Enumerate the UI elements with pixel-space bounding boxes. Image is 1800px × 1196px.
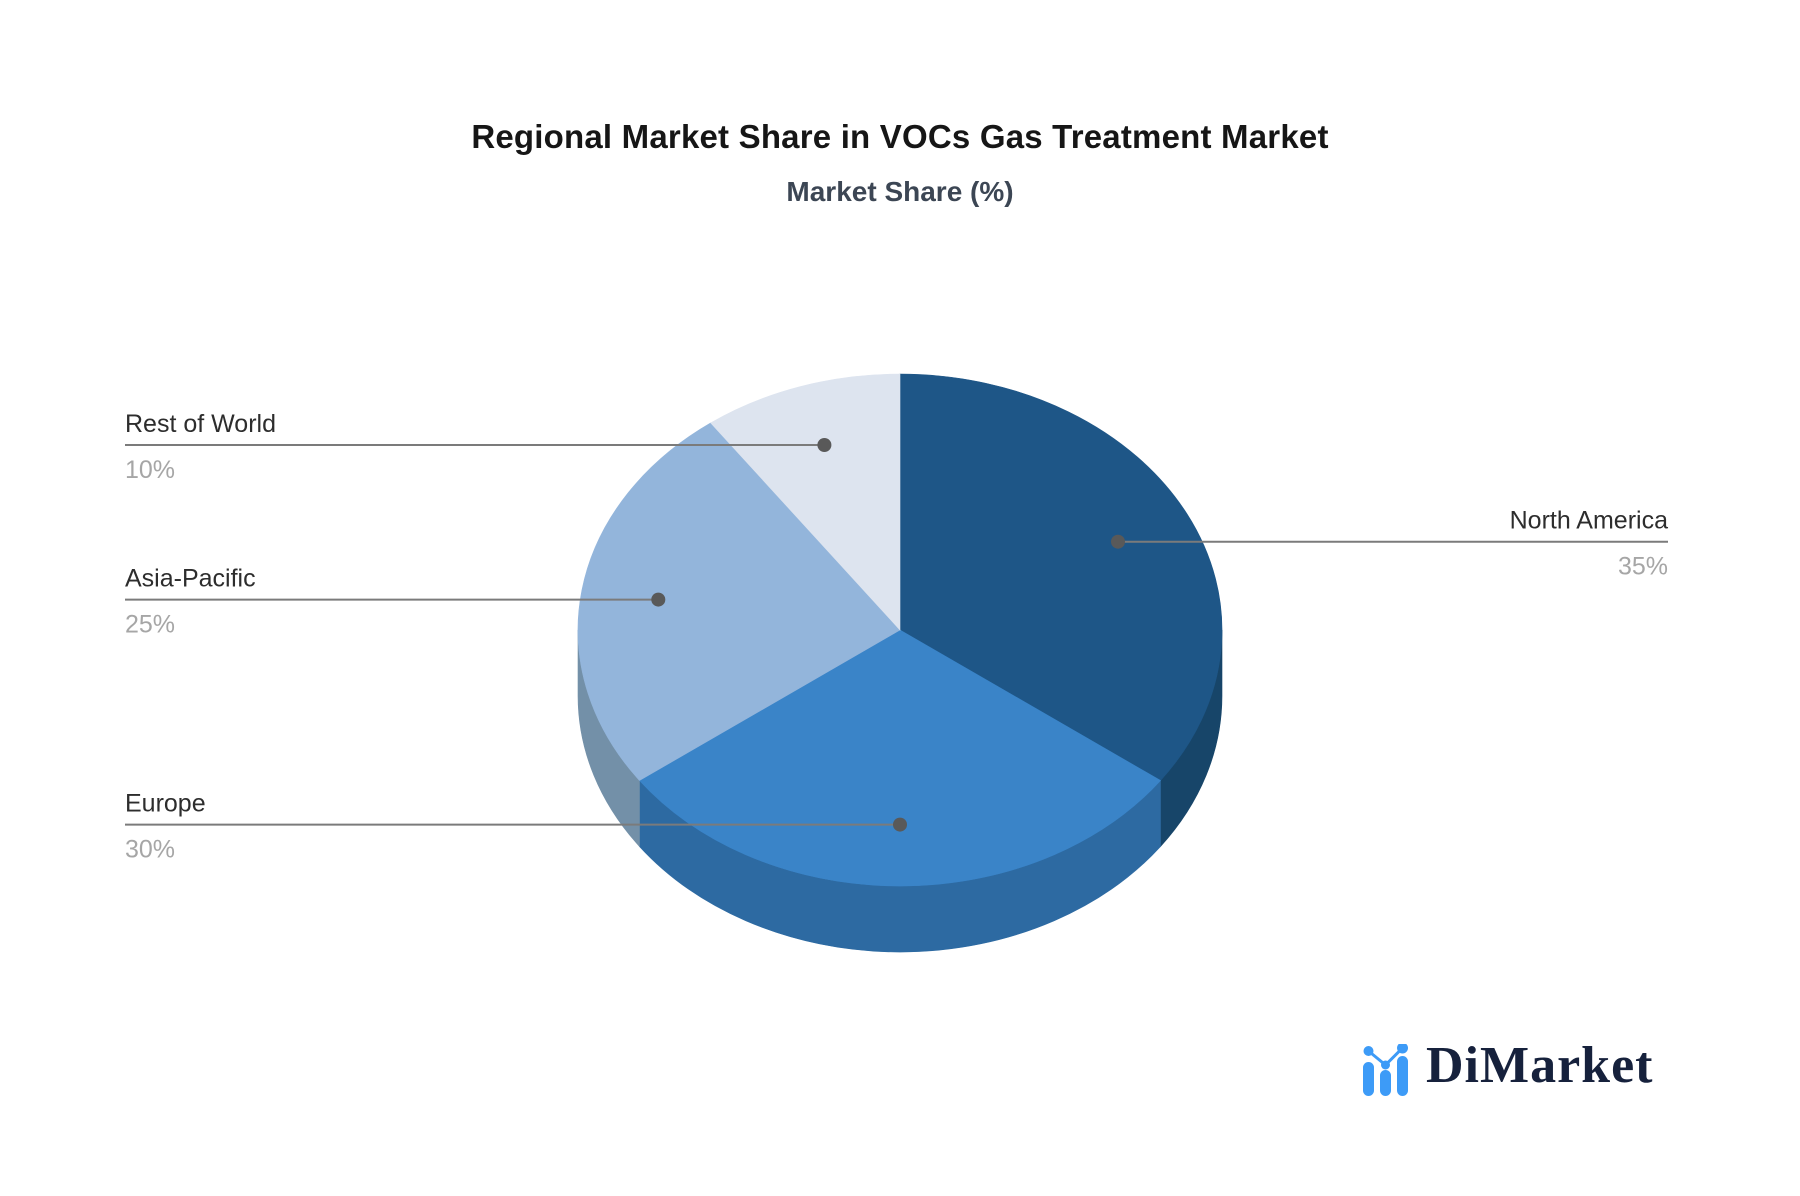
logo-text: DiMarket xyxy=(1426,1037,1654,1094)
pie-slice-asia-pacific[interactable] xyxy=(577,422,901,781)
slice-label-rest-of-world: Rest of World xyxy=(125,410,276,438)
pie-labels: North America 35% Europe 30% Asia-Pacific 25%… xyxy=(125,410,1668,864)
slice-percent-north-america: 35% xyxy=(1618,553,1668,581)
chart-subtitle: Market Share (%) xyxy=(786,176,1014,207)
slice-percent-europe: 30% xyxy=(125,836,175,864)
slice-label-north-america: North America xyxy=(1510,507,1668,535)
slice-percent-rest-of-world: 10% xyxy=(125,456,175,484)
leader-dot-rest-of-world xyxy=(817,438,832,452)
pie-slices xyxy=(577,373,1223,887)
pie-slice-rest-of-world[interactable] xyxy=(710,373,901,631)
leader-dot-europe xyxy=(893,817,907,832)
logo-bar-line-chart-icon xyxy=(1363,1044,1408,1096)
chart-title: Regional Market Share in VOCs Gas Treatm… xyxy=(471,118,1329,155)
leader-dot-north-america xyxy=(1111,534,1125,549)
slice-percent-asia-pacific: 25% xyxy=(125,611,175,639)
slice-label-europe: Europe xyxy=(125,790,206,818)
dimarket-logo: DiMarket xyxy=(1362,1038,1653,1096)
pie-slice-europe[interactable] xyxy=(639,629,1161,887)
slice-label-asia-pacific: Asia-Pacific xyxy=(125,565,256,593)
leader-dot-asia-pacific xyxy=(651,592,666,607)
pie-slice-north-america[interactable] xyxy=(899,373,1223,781)
